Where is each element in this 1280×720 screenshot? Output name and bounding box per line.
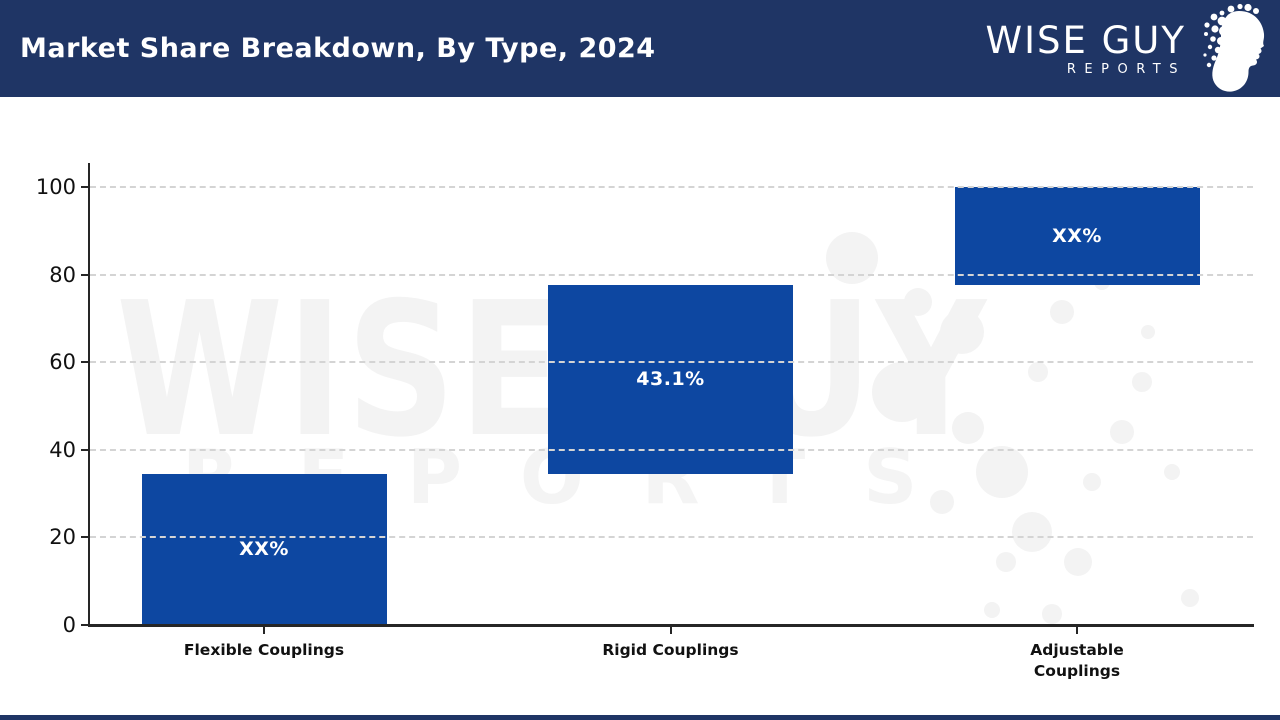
y-tick-label: 0 [62,613,76,637]
brand-name: WISE GUY [985,18,1186,62]
footer-bar [0,715,1280,720]
page-title: Market Share Breakdown, By Type, 2024 [20,33,656,64]
y-tick-label: 20 [49,525,76,550]
x-axis-tick [263,627,265,634]
bar: XX% [141,473,387,625]
bar: 43.1% [548,285,793,474]
y-axis-tick [81,361,88,364]
header-bar: Market Share Breakdown, By Type, 2024 WI… [0,0,1280,97]
brand-logo-text: WISE GUY REPORTS [986,22,1186,76]
x-tick-label: Rigid Couplings [602,641,739,659]
y-axis-tick [81,624,88,626]
x-tick-label: Adjustable Couplings [1030,641,1124,680]
y-axis-tick [81,273,88,276]
gridline [90,536,1253,539]
y-axis-line [88,163,90,627]
x-axis-tick [1076,627,1078,634]
x-tick-label: Flexible Couplings [183,641,345,659]
brand-subname: REPORTS [1066,61,1186,77]
brand-face-icon [1203,3,1265,92]
y-tick-label: 60 [49,350,76,375]
bar: XX% [954,187,1200,286]
gridline [90,186,1253,188]
x-axis-tick [669,627,672,634]
bar-value-label: 43.1% [636,368,705,391]
x-axis-line [88,624,1254,627]
gridline [90,448,1253,451]
bar-value-label: XX% [1052,225,1102,248]
y-axis-tick [81,536,88,539]
gridline [90,273,1253,276]
brand-logo: WISE GUY REPORTS [986,3,1280,95]
y-axis-tick [81,448,88,451]
gridline [90,361,1253,364]
y-tick-label: 40 [49,437,76,462]
y-tick-label: 100 [35,175,76,199]
y-tick-label: 80 [49,262,76,287]
y-axis-tick [81,186,88,188]
bar-value-label: XX% [239,538,289,561]
